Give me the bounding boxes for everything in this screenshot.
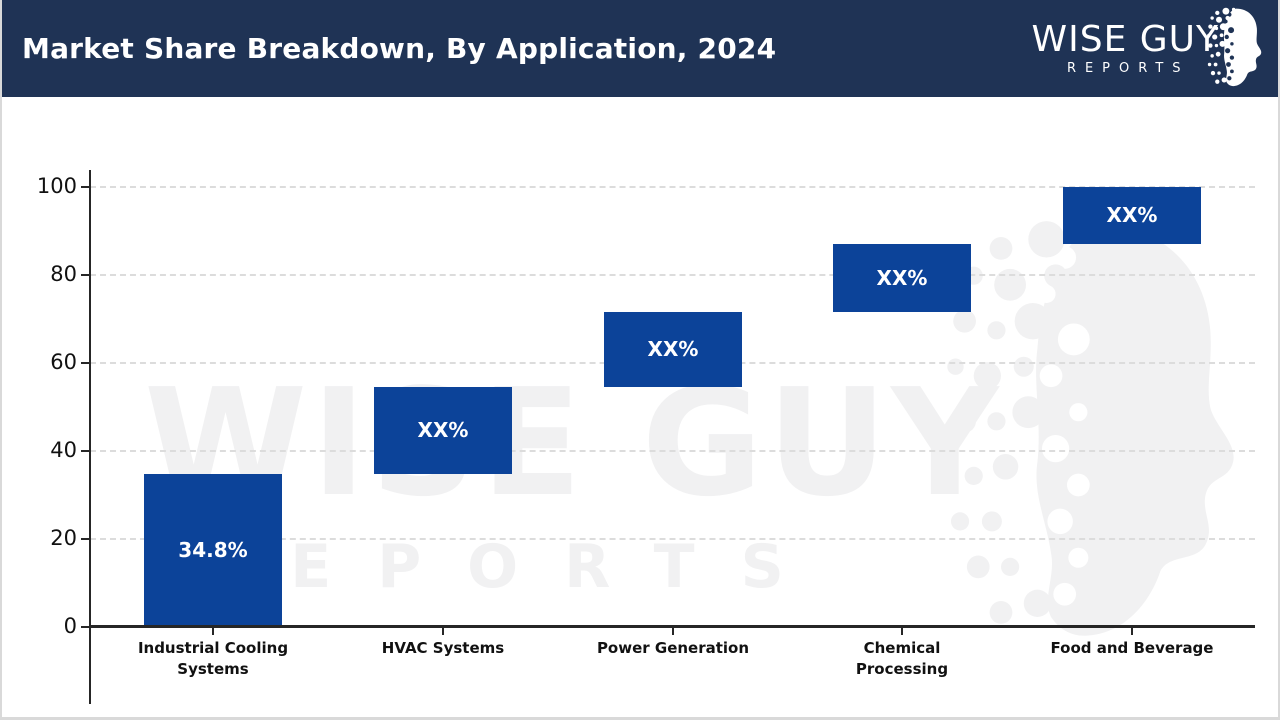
wiseguy-logo: WISE GUY REPORTS <box>1032 6 1265 92</box>
x-tick-chemical-processing <box>901 628 903 635</box>
logo-subtitle-text: REPORTS <box>1066 60 1190 76</box>
bar-value-label-chemical-processing: XX% <box>876 265 928 290</box>
y-tick-label-60: 60 <box>50 350 77 374</box>
x-tick-food-and-beverage <box>1131 628 1133 635</box>
y-tick-40 <box>81 450 89 452</box>
y-axis-line <box>89 170 91 704</box>
bar-hvac-systems: XX% <box>374 386 512 474</box>
y-tick-80 <box>81 274 89 276</box>
logo-wordmark: WISE GUY REPORTS <box>1031 18 1220 76</box>
y-tick-label-40: 40 <box>50 438 77 462</box>
bar-chemical-processing: XX% <box>833 243 971 312</box>
chart-area: WISE GUY REPORTS 0 20 40 60 80 100 34.8% Indust… <box>2 97 1280 717</box>
watermark-subtitle: REPORTS <box>198 532 830 602</box>
page-title: Market Share Breakdown, By Application, … <box>22 32 777 65</box>
bar-power-generation: XX% <box>604 311 742 387</box>
x-category-label-power-generation: Power Generation <box>596 639 750 657</box>
x-category-label-industrial-cooling-systems: Industrial Cooling Systems <box>137 639 289 678</box>
y-tick-0 <box>81 626 89 628</box>
y-tick-label-100: 100 <box>36 174 77 198</box>
x-tick-hvac-systems <box>442 628 444 635</box>
header-banner: Market Share Breakdown, By Application, … <box>2 0 1278 97</box>
bar-value-label-food-and-beverage: XX% <box>1106 203 1158 228</box>
bar-value-label-industrial-cooling-systems: 34.8% <box>178 538 248 563</box>
watermark-face-icon <box>937 212 1247 667</box>
x-tick-industrial-cooling-systems <box>212 628 214 635</box>
y-tick-label-20: 20 <box>50 526 77 550</box>
x-category-label-chemical-processing: Chemical Processing <box>855 639 949 678</box>
bar-food-and-beverage: XX% <box>1063 187 1201 244</box>
gridline-80 <box>90 274 1255 276</box>
x-category-label-hvac-systems: HVAC Systems <box>381 639 505 657</box>
x-tick-power-generation <box>672 628 674 635</box>
gridline-40 <box>90 450 1255 452</box>
y-tick-label-0: 0 <box>63 614 77 638</box>
logo-wordmark-text: WISE GUY <box>1031 18 1219 60</box>
y-tick-20 <box>81 538 89 540</box>
bar-value-label-hvac-systems: XX% <box>417 418 469 443</box>
bar-industrial-cooling-systems: 34.8% <box>144 473 282 627</box>
gridline-20 <box>90 538 1255 540</box>
y-tick-100 <box>81 186 89 188</box>
y-tick-60 <box>81 362 89 364</box>
watermark-wordmark: WISE GUY <box>144 357 1003 529</box>
y-tick-label-80: 80 <box>50 262 77 286</box>
x-axis-line <box>89 625 1255 628</box>
x-category-label-food-and-beverage: Food and Beverage <box>1050 639 1214 657</box>
gridline-100 <box>90 186 1255 188</box>
bar-value-label-power-generation: XX% <box>647 337 699 362</box>
